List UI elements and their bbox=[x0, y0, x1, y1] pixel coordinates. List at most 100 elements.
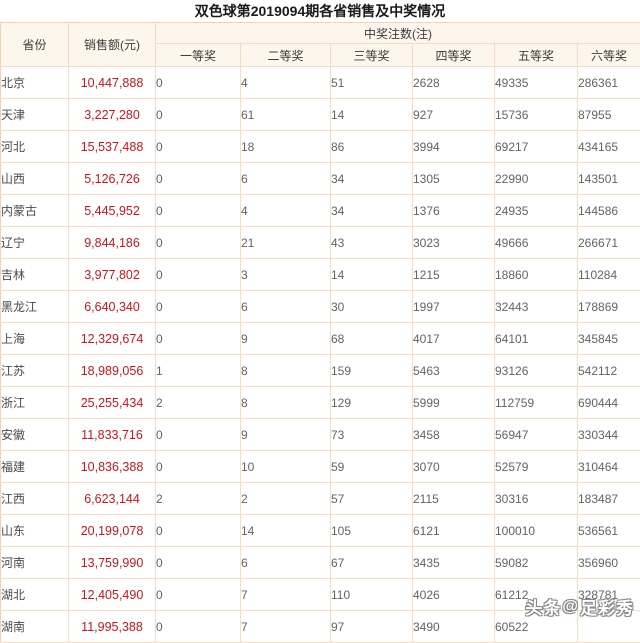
cell-prize-5: 22990 bbox=[495, 163, 578, 195]
cell-prize-4: 927 bbox=[413, 99, 495, 131]
cell-prize-1: 0 bbox=[156, 131, 241, 163]
col-header-prize-2: 二等奖 bbox=[241, 44, 331, 67]
cell-province: 上海 bbox=[1, 323, 69, 355]
cell-prize-4: 3458 bbox=[413, 419, 495, 451]
cell-prize-2: 9 bbox=[241, 323, 331, 355]
cell-prize-5: 59082 bbox=[495, 547, 578, 579]
cell-prize-5: 32443 bbox=[495, 291, 578, 323]
cell-prize-2: 2 bbox=[241, 483, 331, 515]
cell-prize-2: 4 bbox=[241, 195, 331, 227]
cell-prize-3: 30 bbox=[331, 291, 413, 323]
cell-prize-5: 56947 bbox=[495, 419, 578, 451]
cell-prize-3: 34 bbox=[331, 163, 413, 195]
cell-prize-1: 0 bbox=[156, 419, 241, 451]
cell-sales: 6,623,144 bbox=[69, 483, 156, 515]
cell-sales: 3,227,280 bbox=[69, 99, 156, 131]
cell-prize-4: 2628 bbox=[413, 67, 495, 99]
cell-prize-3: 97 bbox=[331, 611, 413, 643]
cell-prize-6: 345845 bbox=[578, 323, 640, 355]
cell-prize-4: 6121 bbox=[413, 515, 495, 547]
cell-sales: 15,537,488 bbox=[69, 131, 156, 163]
cell-prize-4: 4026 bbox=[413, 579, 495, 611]
cell-province: 江苏 bbox=[1, 355, 69, 387]
col-header-prize-5: 五等奖 bbox=[495, 44, 578, 67]
cell-sales: 25,255,434 bbox=[69, 387, 156, 419]
cell-prize-3: 43 bbox=[331, 227, 413, 259]
cell-prize-4: 1997 bbox=[413, 291, 495, 323]
report-title-bar: 双色球第2019094期各省销售及中奖情况 bbox=[0, 0, 640, 22]
cell-prize-6: 266671 bbox=[578, 227, 640, 259]
cell-prize-5: 61212 bbox=[495, 579, 578, 611]
cell-prize-4: 1305 bbox=[413, 163, 495, 195]
cell-prize-5: 60522 bbox=[495, 611, 578, 643]
cell-prize-2: 10 bbox=[241, 451, 331, 483]
cell-province: 安徽 bbox=[1, 419, 69, 451]
cell-prize-3: 67 bbox=[331, 547, 413, 579]
col-header-prize-3: 三等奖 bbox=[331, 44, 413, 67]
cell-prize-1: 0 bbox=[156, 163, 241, 195]
cell-prize-6: 178869 bbox=[578, 291, 640, 323]
cell-prize-4: 3490 bbox=[413, 611, 495, 643]
cell-prize-4: 5463 bbox=[413, 355, 495, 387]
cell-prize-2: 6 bbox=[241, 163, 331, 195]
cell-prize-5: 64101 bbox=[495, 323, 578, 355]
cell-prize-6: 144586 bbox=[578, 195, 640, 227]
cell-prize-3: 110 bbox=[331, 579, 413, 611]
cell-prize-6: 143501 bbox=[578, 163, 640, 195]
cell-prize-1: 0 bbox=[156, 515, 241, 547]
cell-prize-3: 105 bbox=[331, 515, 413, 547]
cell-prize-1: 2 bbox=[156, 483, 241, 515]
cell-prize-2: 9 bbox=[241, 419, 331, 451]
cell-sales: 11,833,716 bbox=[69, 419, 156, 451]
cell-prize-2: 21 bbox=[241, 227, 331, 259]
cell-province: 湖北 bbox=[1, 579, 69, 611]
cell-province: 江西 bbox=[1, 483, 69, 515]
col-header-prize-1: 一等奖 bbox=[156, 44, 241, 67]
cell-sales: 12,405,490 bbox=[69, 579, 156, 611]
cell-prize-1: 0 bbox=[156, 323, 241, 355]
col-header-province: 省份 bbox=[1, 23, 69, 67]
cell-prize-3: 14 bbox=[331, 99, 413, 131]
cell-prize-6: 328781 bbox=[578, 579, 640, 611]
cell-province: 福建 bbox=[1, 451, 69, 483]
cell-prize-4: 3070 bbox=[413, 451, 495, 483]
cell-prize-3: 129 bbox=[331, 387, 413, 419]
cell-prize-6: 310464 bbox=[578, 451, 640, 483]
cell-sales: 10,447,888 bbox=[69, 67, 156, 99]
cell-prize-4: 3435 bbox=[413, 547, 495, 579]
cell-prize-4: 5999 bbox=[413, 387, 495, 419]
cell-prize-6: 542112 bbox=[578, 355, 640, 387]
col-header-prize-4: 四等奖 bbox=[413, 44, 495, 67]
cell-prize-2: 7 bbox=[241, 579, 331, 611]
cell-prize-4: 3994 bbox=[413, 131, 495, 163]
table-header: 省份 销售额(元) 中奖注数(注) 一等奖 二等奖 三等奖 四等奖 五等奖 六等… bbox=[1, 23, 640, 67]
cell-prize-5: 18860 bbox=[495, 259, 578, 291]
cell-prize-5: 93126 bbox=[495, 355, 578, 387]
cell-prize-1: 0 bbox=[156, 67, 241, 99]
cell-prize-3: 34 bbox=[331, 195, 413, 227]
cell-prize-1: 0 bbox=[156, 195, 241, 227]
cell-province: 辽宁 bbox=[1, 227, 69, 259]
cell-province: 河北 bbox=[1, 131, 69, 163]
cell-prize-4: 2115 bbox=[413, 483, 495, 515]
cell-prize-5: 30316 bbox=[495, 483, 578, 515]
cell-prize-5: 100010 bbox=[495, 515, 578, 547]
lottery-sales-table: 省份 销售额(元) 中奖注数(注) 一等奖 二等奖 三等奖 四等奖 五等奖 六等… bbox=[0, 22, 640, 643]
cell-prize-1: 0 bbox=[156, 579, 241, 611]
cell-sales: 12,329,674 bbox=[69, 323, 156, 355]
cell-prize-6: 330344 bbox=[578, 419, 640, 451]
cell-sales: 11,995,388 bbox=[69, 611, 156, 643]
cell-sales: 6,640,340 bbox=[69, 291, 156, 323]
cell-prize-3: 51 bbox=[331, 67, 413, 99]
cell-prize-6: 356960 bbox=[578, 547, 640, 579]
cell-province: 浙江 bbox=[1, 387, 69, 419]
